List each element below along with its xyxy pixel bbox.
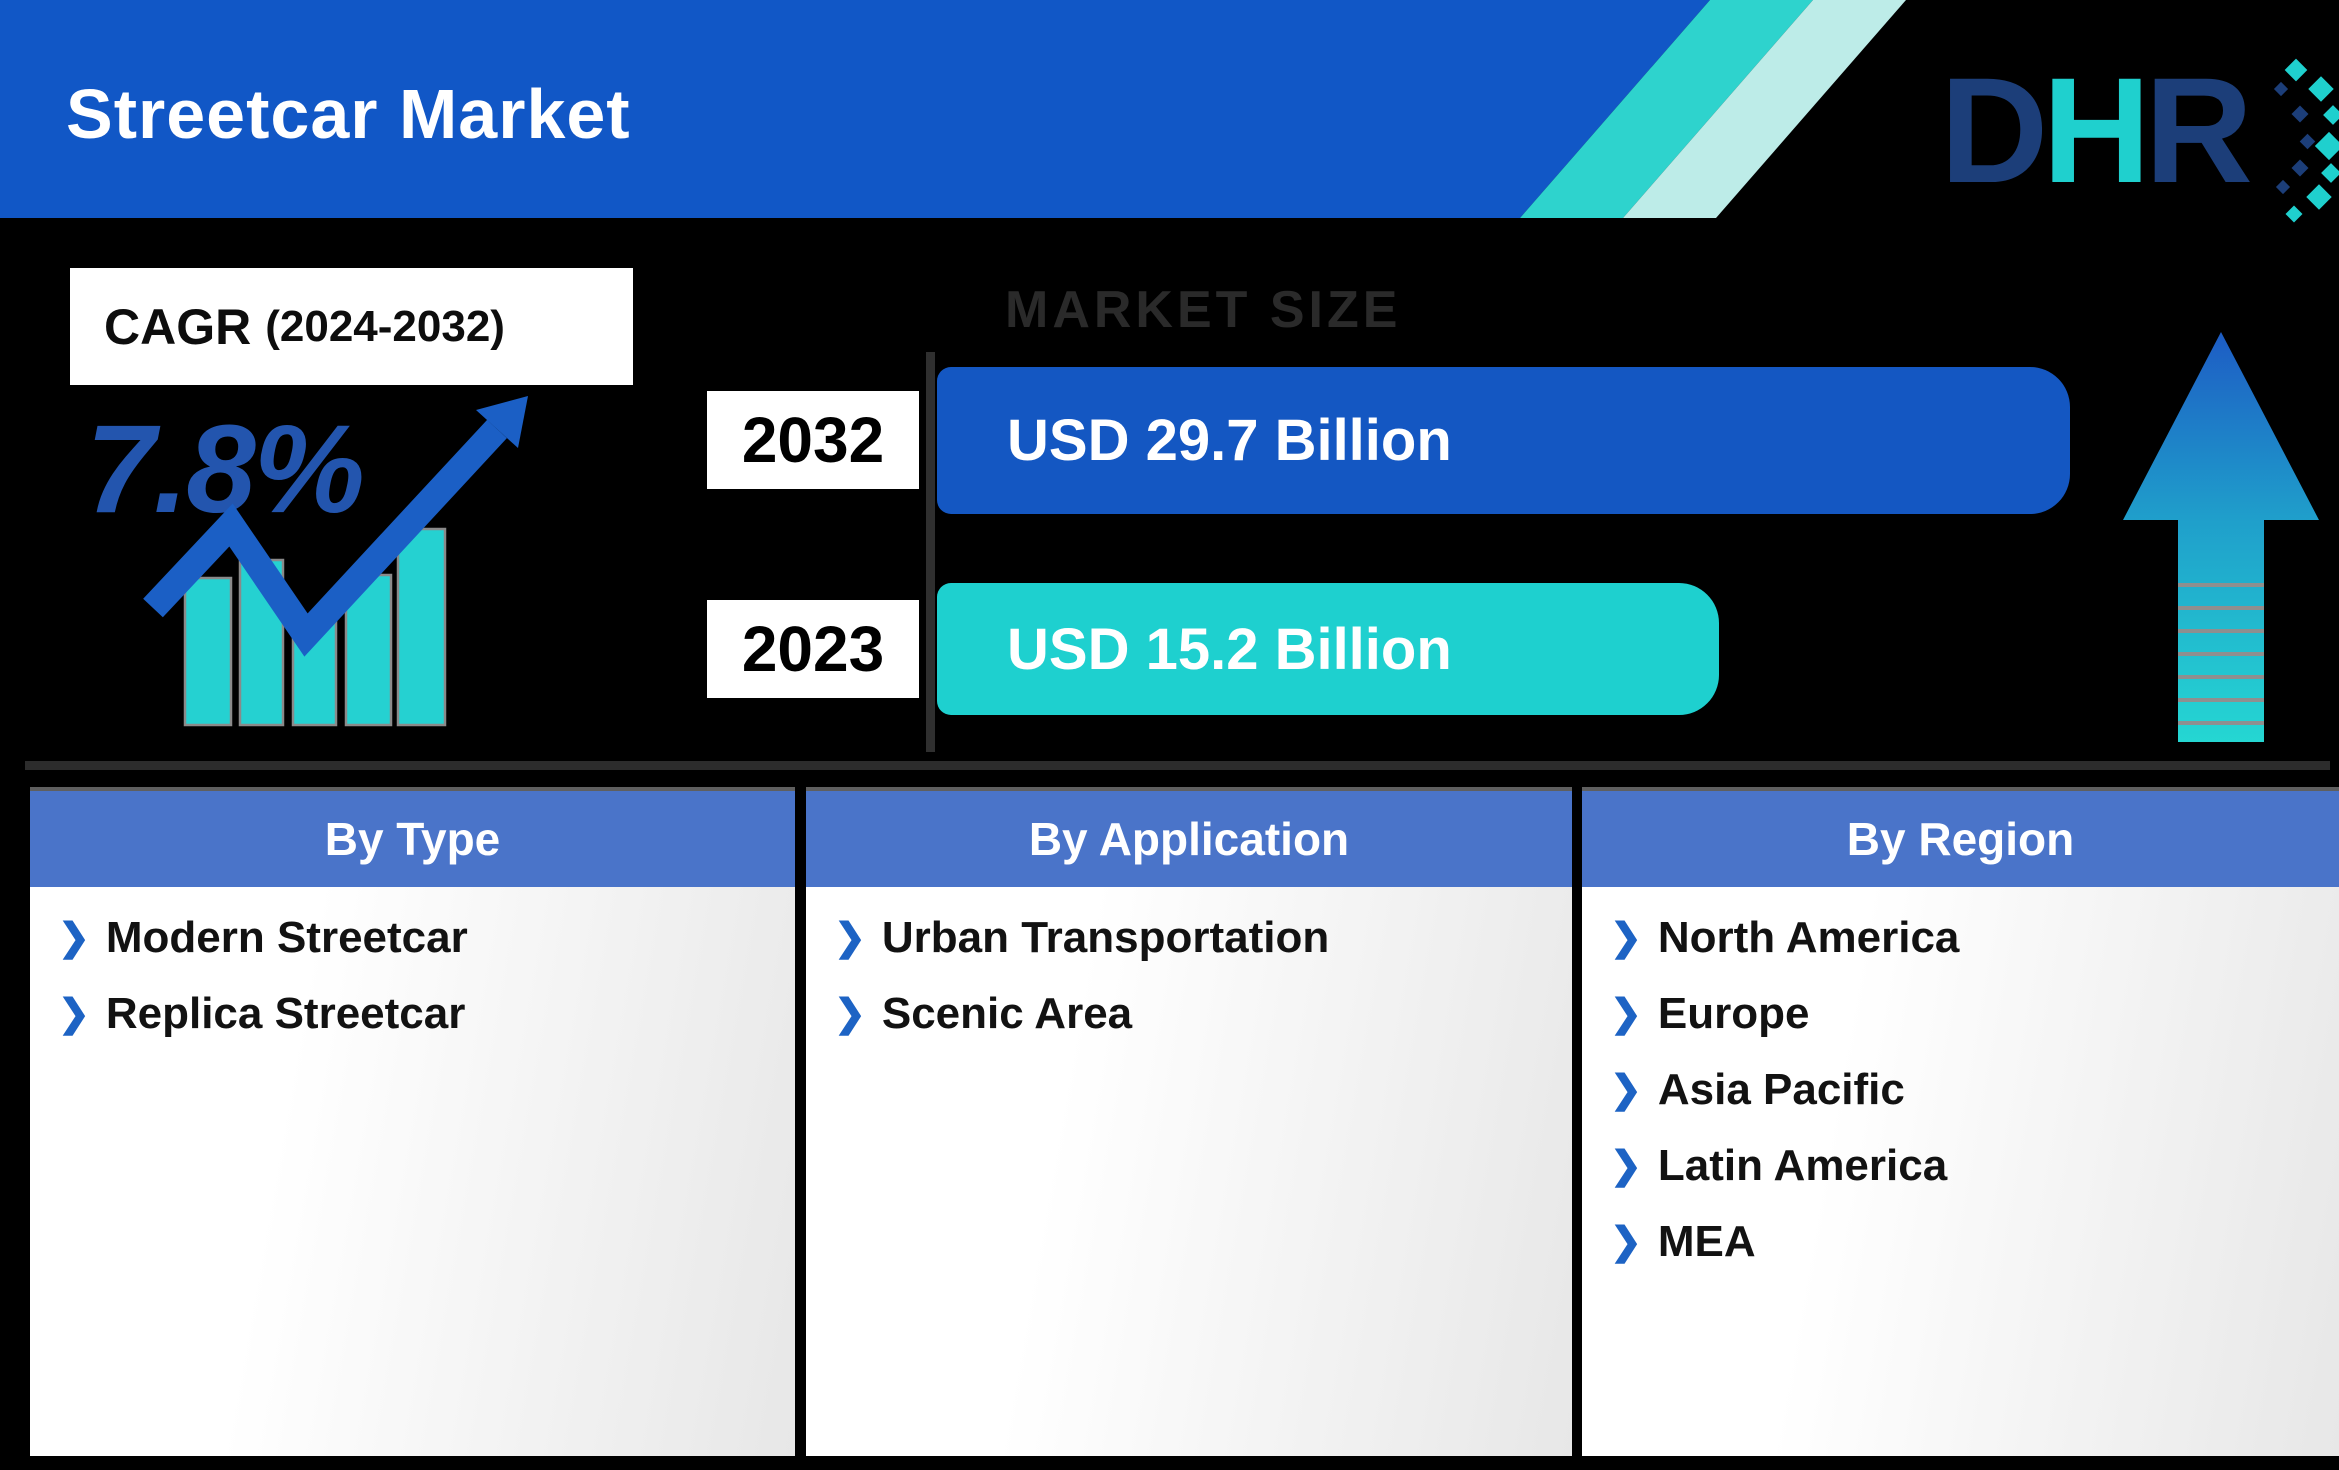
- panel-header-by-region: By Region: [1582, 787, 2339, 887]
- logo-letter-r: R: [2144, 46, 2253, 214]
- item-label: Scenic Area: [881, 989, 1133, 1038]
- cagr-box: CAGR (2024-2032): [70, 268, 633, 385]
- list-item: ❯ Modern Streetcar: [58, 913, 795, 963]
- chevron-icon: ❯: [1610, 993, 1642, 1035]
- item-label: Asia Pacific: [1657, 1065, 1905, 1114]
- item-label: Europe: [1657, 989, 1810, 1038]
- list-item: ❯ Urban Transportation: [834, 913, 1572, 963]
- trend-bar: [183, 576, 233, 727]
- logo-letter-h: H: [2042, 46, 2150, 214]
- chevron-icon: ❯: [1610, 1069, 1642, 1111]
- logo-letter-d: D: [1940, 46, 2048, 214]
- trend-zigzag-arrow: [143, 419, 507, 657]
- market-size-title: MARKET SIZE: [1005, 281, 1402, 339]
- list-item: ❯ Replica Streetcar: [58, 989, 795, 1039]
- chevron-icon: ❯: [1610, 1145, 1642, 1187]
- panel-by-application: By Application ❯ Urban Transportation ❯ …: [806, 787, 1572, 1456]
- section-divider: [25, 761, 2330, 770]
- item-label: Modern Streetcar: [105, 913, 468, 962]
- chevron-icon: ❯: [1610, 1221, 1642, 1263]
- item-label: Urban Transportation: [881, 913, 1330, 962]
- panel-header-by-type: By Type: [30, 787, 795, 887]
- panel-title: By Application: [1028, 813, 1350, 865]
- panel-by-region: By Region ❯ North America ❯ Europe ❯ Asi…: [1582, 787, 2339, 1456]
- market-size-value-2032: USD 29.7 Billion: [1007, 408, 1452, 473]
- market-size-axis-line: [926, 352, 935, 752]
- chevron-icon: ❯: [834, 917, 866, 959]
- trend-arrowhead: [476, 396, 528, 448]
- chevron-icon: ❯: [58, 917, 90, 959]
- list-item: ❯ Asia Pacific: [1610, 1065, 2339, 1115]
- header-banner: Streetcar Market D H R: [0, 0, 2339, 223]
- trend-bar: [396, 527, 447, 727]
- market-size-value-2023: USD 15.2 Billion: [1007, 616, 1452, 682]
- item-label: Latin America: [1657, 1141, 1948, 1190]
- cagr-label: CAGR: [104, 298, 252, 355]
- list-item: ❯ Latin America: [1610, 1141, 2339, 1191]
- cagr-period: (2024-2032): [265, 301, 505, 351]
- list-item: ❯ Europe: [1610, 989, 2339, 1039]
- market-size-bar-2032: USD 29.7 Billion: [937, 367, 2070, 514]
- panel-by-type: By Type ❯ Modern Streetcar ❯ Replica Str…: [30, 787, 795, 1456]
- list-item: ❯ MEA: [1610, 1217, 2339, 1267]
- item-label: MEA: [1657, 1217, 1756, 1266]
- region-list: ❯ North America ❯ Europe ❯ Asia Pacific …: [1582, 887, 2339, 1267]
- chevron-icon: ❯: [1610, 917, 1642, 959]
- page-title: Streetcar Market: [66, 75, 631, 153]
- year-2032: 2032: [741, 404, 885, 476]
- item-label: Replica Streetcar: [105, 989, 466, 1038]
- type-list: ❯ Modern Streetcar ❯ Replica Streetcar: [30, 887, 795, 1039]
- item-label: North America: [1657, 913, 1960, 962]
- year-box-2032: 2032: [707, 391, 919, 489]
- application-list: ❯ Urban Transportation ❯ Scenic Area: [806, 887, 1572, 1039]
- panel-header-by-application: By Application: [806, 787, 1572, 887]
- cagr-trend-chart: [143, 396, 528, 727]
- chevron-icon: ❯: [58, 993, 90, 1035]
- banner-blue-shape: [0, 0, 1710, 218]
- market-size-bar-2023: USD 15.2 Billion: [937, 583, 1719, 715]
- panel-title: By Region: [1846, 813, 2075, 865]
- chevron-icon: ❯: [834, 993, 866, 1035]
- dhr-logo: D H R: [1940, 50, 2339, 223]
- growth-arrow-icon: [2123, 332, 2319, 742]
- year-box-2023: 2023: [707, 600, 919, 698]
- list-item: ❯ Scenic Area: [834, 989, 1572, 1039]
- panel-title: By Type: [324, 813, 501, 865]
- year-2023: 2023: [741, 613, 885, 685]
- dhr-logo-letters: D H R: [1940, 50, 2339, 210]
- list-item: ❯ North America: [1610, 913, 2339, 963]
